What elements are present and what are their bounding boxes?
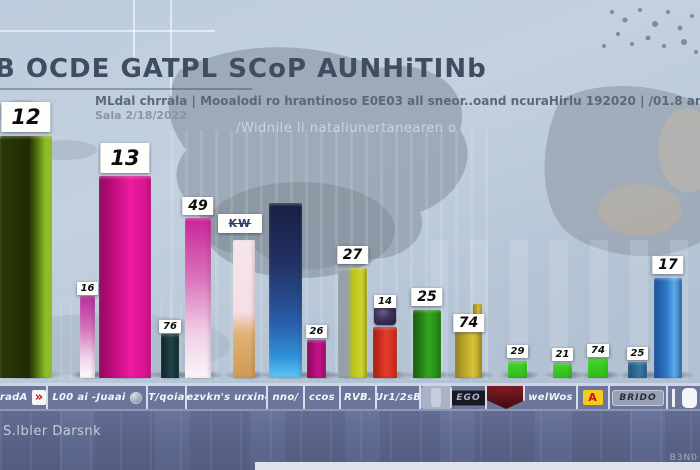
bar-11 [413,310,441,378]
strip-cell-label: RVB. [343,392,373,403]
bar-value-label: 25 [411,288,443,306]
strip-cell: BRIDO [610,386,668,409]
bar-value-label: 74 [587,344,609,357]
bar-value-label: 26 [305,325,328,338]
strip-cell: ccos [305,386,341,409]
badge-dark-label: EGO [452,390,485,405]
bar-10 [373,327,397,378]
badge-yellow-label: A [583,390,603,405]
watermark-text: /Widnile li nataliunertanearen o [236,121,457,136]
bar-value-label: 25 [626,347,649,360]
strip-cell-label: radA [0,392,28,403]
chevrons-icon: » [31,390,46,405]
bar-value-label: 74 [452,314,485,332]
strip-cell: RVB. [341,386,377,409]
chart-date: Sala 2/18/2022 [95,109,187,122]
strip-cell: EGO [452,386,487,409]
source-text: S.lbler Darsnk [3,424,102,439]
strip-cell [668,386,700,409]
bar-2 [80,296,95,378]
bar-16 [628,362,647,378]
strip-cell: L00 ai -Juaai [48,386,148,409]
strip-cell-label: T/qoia [148,392,185,403]
grid-line [170,0,172,96]
strip-cell-label: ccos [309,392,335,403]
bar-12 [455,331,482,378]
bar-value-label: 29 [506,345,529,358]
bar-value-label: 14 [374,295,396,308]
strip-cell-label: L00 ai -Juaai [52,392,126,403]
bar-value-label: 17 [652,256,684,274]
grid-line [133,0,135,62]
strip-cell [421,386,452,409]
party-logo-kw: KW [218,214,262,233]
bar-9 [338,268,367,378]
bar-value-label: 49 [182,197,214,215]
title-underline [0,88,252,90]
bar-value-label: 27 [336,246,369,264]
strip-cell: Ur1/2sB [377,386,421,409]
white-bars-icon [671,388,675,407]
bar-14 [553,363,572,378]
bar-6 [233,240,255,378]
bar-value-label: 16 [76,282,99,295]
shield-icon [497,388,513,407]
strip-cell-label: nno/ [272,392,299,403]
corner-watermark: B3N0 [669,453,698,463]
bar-8 [307,340,326,378]
bar-3 [99,176,151,378]
strip-cell: A [578,386,610,409]
party-logo-icon [374,306,396,325]
person-icon [430,388,441,407]
badge-grey-label: BRIDO [613,390,663,405]
strip-cell: nno/ [268,386,305,409]
bar-value-label: 13 [100,143,150,173]
strip-cell-label: rezvkn's urxino [187,392,266,403]
bar-17 [654,278,682,378]
bar-1 [0,136,52,378]
white-bars-icon [681,387,697,408]
bar-15 [588,358,608,378]
chart-title: B OCDE GATPL SCoP AUNHiTINb [0,54,487,84]
strip-cell-label: welWos [528,392,573,403]
strip-cell: T/qoia [148,386,187,409]
bar-13 [508,361,527,378]
bar-value-label: 21 [551,348,574,361]
bar-4 [161,334,179,378]
strip-cell: radA» [0,386,48,409]
strip-cell [487,386,525,409]
party-strip: radA» L00 ai -Juaai T/qoiarezvkn's urxino n… [0,383,700,411]
chart-subtitle: MLdal chrrala | Mooalodi ro hrantinoso E… [95,94,700,108]
grid-line [0,30,215,32]
strip-cell-label: Ur1/2sB [377,392,421,403]
globe-icon [129,391,142,404]
footer-band: S.lbler Darsnk B3N0 [0,411,700,470]
strip-cell: rezvkn's urxino [187,386,268,409]
bar-value-label: 12 [1,102,51,132]
bar-value-label: 76 [159,320,181,333]
strip-cell: welWos [525,386,578,409]
bar-5 [185,218,211,378]
footer-streaks [0,411,700,470]
bottom-white-strip [255,462,700,470]
bar-7 [269,203,302,378]
